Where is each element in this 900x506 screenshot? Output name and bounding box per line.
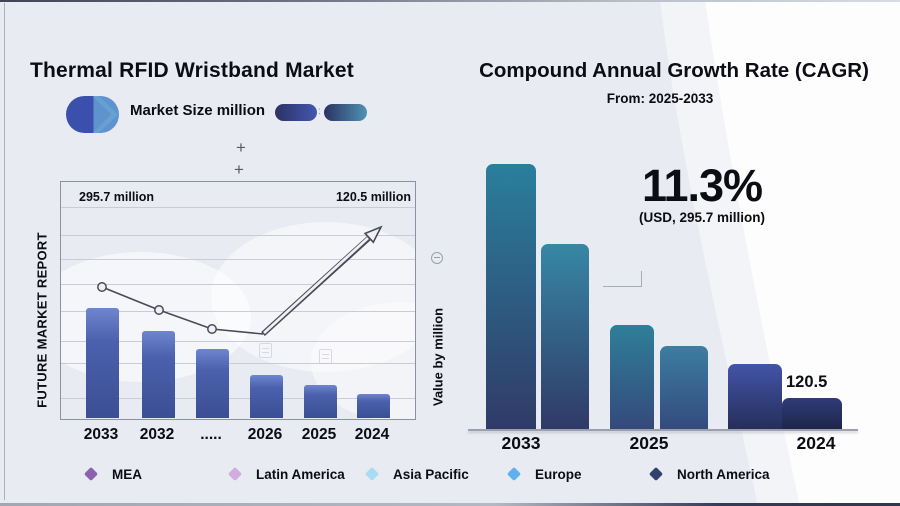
gridline xyxy=(61,311,415,312)
gridline xyxy=(61,341,415,342)
gridline xyxy=(61,363,415,364)
plus-mark-bottom: + xyxy=(234,160,244,179)
annotation-start-value: 295.7 million xyxy=(79,190,155,204)
cagr-bar-2033-b xyxy=(541,244,589,430)
x-axis-label-2033: 2033 xyxy=(83,426,119,443)
legend-label: North America xyxy=(677,466,770,482)
brand-watermark-vertical: FUTURE MARKET REPORT xyxy=(34,232,50,408)
cagr-bar-2025-b xyxy=(660,346,708,430)
cagr-subtitle: From: 2025-2033 xyxy=(606,91,714,106)
value-axis-label: Value by million xyxy=(430,307,446,407)
legend-item-europe: Europe xyxy=(506,466,582,482)
legend-label: Europe xyxy=(535,466,582,482)
market-bar-2033 xyxy=(86,308,119,418)
legend-diamond-icon xyxy=(364,466,380,482)
cagr-bar-2033-a xyxy=(486,164,536,430)
x-axis-label-2025: 2025 xyxy=(301,426,337,443)
market-bar-2025 xyxy=(304,385,337,418)
market-bar-..... xyxy=(196,349,229,418)
legend-diamond-icon xyxy=(506,466,522,482)
left-chart-title: Thermal RFID Wristband Market xyxy=(30,59,354,82)
cagr-x-label-2033: 2033 xyxy=(501,433,541,453)
legend-label: Latin America xyxy=(256,466,345,482)
x-axis-label-.....: ..... xyxy=(200,426,222,443)
frame-top-edge xyxy=(0,0,900,2)
plus-mark-top: + xyxy=(236,138,246,157)
x-axis-label-2024: 2024 xyxy=(354,426,390,443)
cylinder-icon xyxy=(66,96,119,133)
gridline xyxy=(61,259,415,260)
minus-circle-icon xyxy=(431,252,443,264)
cagr-bar-2024-a xyxy=(728,364,782,430)
x-axis-label-2032: 2032 xyxy=(139,426,175,443)
callout-bracket xyxy=(603,271,642,287)
cagr-percentage: 11.3% xyxy=(641,160,763,211)
cagr-x-label-2025: 2025 xyxy=(629,433,669,453)
cloud-shape xyxy=(211,222,415,372)
market-size-legend-label: Market Size million xyxy=(130,102,266,119)
x-axis-label-2026: 2026 xyxy=(247,426,283,443)
cagr-bar-2024-b xyxy=(782,398,842,430)
document-watermark-icon xyxy=(319,349,332,364)
cylinder-icon-facet xyxy=(92,96,118,133)
legend-label: MEA xyxy=(112,466,142,482)
trend-line-and-arrow xyxy=(97,225,383,337)
gridline xyxy=(61,284,415,285)
document-watermark-icon xyxy=(259,343,272,358)
cagr-title: Compound Annual Growth Rate (CAGR) xyxy=(479,59,869,82)
legend-diamond-icon xyxy=(227,466,243,482)
market-bar-2026 xyxy=(250,375,283,418)
legend-item-north-america: North America xyxy=(648,466,770,482)
cagr-bar-2025-a xyxy=(610,325,654,430)
market-bar-2024 xyxy=(357,394,390,418)
market-bar-2032 xyxy=(142,331,175,418)
frame-left-edge xyxy=(4,3,5,500)
market-size-chart: 295.7 million 120.5 million xyxy=(60,181,416,420)
cagr-x-label-2024: 2024 xyxy=(796,433,836,453)
annotation-end-value: 120.5 million xyxy=(335,190,411,204)
right-chart-baseline xyxy=(468,429,858,431)
gridline xyxy=(61,207,415,208)
legend-item-latin-america: Latin America xyxy=(227,466,345,482)
legend-item-mea: MEA xyxy=(83,466,142,482)
gridline xyxy=(61,235,415,236)
bar-value-label: 120.5 xyxy=(786,373,828,391)
legend-diamond-icon xyxy=(83,466,99,482)
legend-item-asia-pacific: Asia Pacific xyxy=(364,466,469,482)
gridline xyxy=(61,398,415,399)
legend-label: Asia Pacific xyxy=(393,466,469,482)
pill-badge-teal xyxy=(324,104,367,121)
cagr-usd-note: (USD, 295.7 million) xyxy=(638,210,766,225)
frame-bottom-edge xyxy=(0,503,900,506)
legend-diamond-icon xyxy=(648,466,664,482)
pill-badge-blue xyxy=(275,104,317,121)
pill-separator: : xyxy=(318,106,321,117)
